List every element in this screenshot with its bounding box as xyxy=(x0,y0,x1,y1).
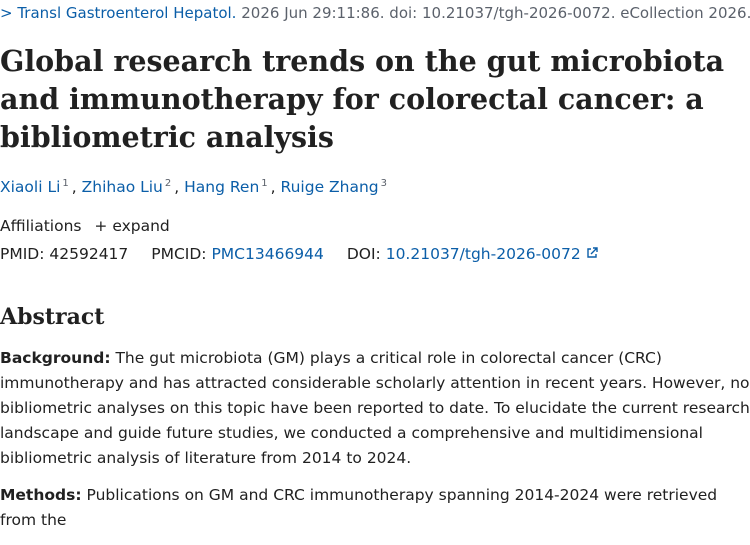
author-affiliation[interactable]: 1 xyxy=(62,178,69,189)
author-affiliation[interactable]: 2 xyxy=(164,178,172,189)
author-link[interactable]: Xiaoli Li xyxy=(0,178,61,197)
section-text: The gut microbiota (GM) plays a critical… xyxy=(0,349,750,467)
pmid: 42592417 xyxy=(49,245,129,263)
citation: > Transl Gastroenterol Hepatol. 2026 Jun… xyxy=(0,4,750,22)
author-link[interactable]: Ruige Zhang xyxy=(280,178,379,197)
abstract-section: Methods: Publications on GM and CRC immu… xyxy=(0,483,750,533)
abstract-section: Background: The gut microbiota (GM) play… xyxy=(0,346,750,471)
pmcid-label: PMCID: xyxy=(151,245,207,263)
affiliations: Affiliations + expand xyxy=(0,217,170,235)
section-label: Methods: xyxy=(0,486,82,504)
journal[interactable]: Transl Gastroenterol Hepatol. xyxy=(17,4,237,22)
expand-button[interactable]: + expand xyxy=(94,217,170,235)
section-label: Background: xyxy=(0,349,111,367)
doi-label: DOI: xyxy=(346,245,381,263)
citation-details: 2026 Jun 29:11:86. doi: 10.21037/tgh-202… xyxy=(241,4,750,22)
article-title: Global research trends on the gut microb… xyxy=(0,44,725,154)
affiliations-label: Affiliations xyxy=(0,217,82,235)
section-text: Publications on GM and CRC immunotherapy… xyxy=(0,486,718,529)
expand-label[interactable]: expand xyxy=(112,217,170,235)
journal-link[interactable]: > Transl Gastroenterol Hepatol. xyxy=(0,4,237,22)
author-affiliation[interactable]: 1 xyxy=(261,178,268,189)
identifiers: PMID: 42592417 PMCID: PMC13466944 DOI: 1… xyxy=(0,245,598,263)
external-icon xyxy=(586,247,598,258)
author-link[interactable]: Zhihao Liu xyxy=(81,178,163,197)
authors: Xiaoli Li 1, Zhihao Liu 2, Hang Ren 1, Ruig… xyxy=(0,178,388,197)
pmid-label: PMID: xyxy=(0,245,45,263)
author-affiliation[interactable]: 3 xyxy=(380,178,388,189)
doi-link[interactable]: 10.21037/tgh-2026-0072 xyxy=(385,245,581,263)
abstract: Background: The gut microbiota (GM) play… xyxy=(0,346,750,545)
pmcid-link[interactable]: PMC13466944 xyxy=(211,245,324,263)
author-link[interactable]: Hang Ren xyxy=(184,178,260,197)
abstract-heading: Abstract xyxy=(0,304,105,330)
